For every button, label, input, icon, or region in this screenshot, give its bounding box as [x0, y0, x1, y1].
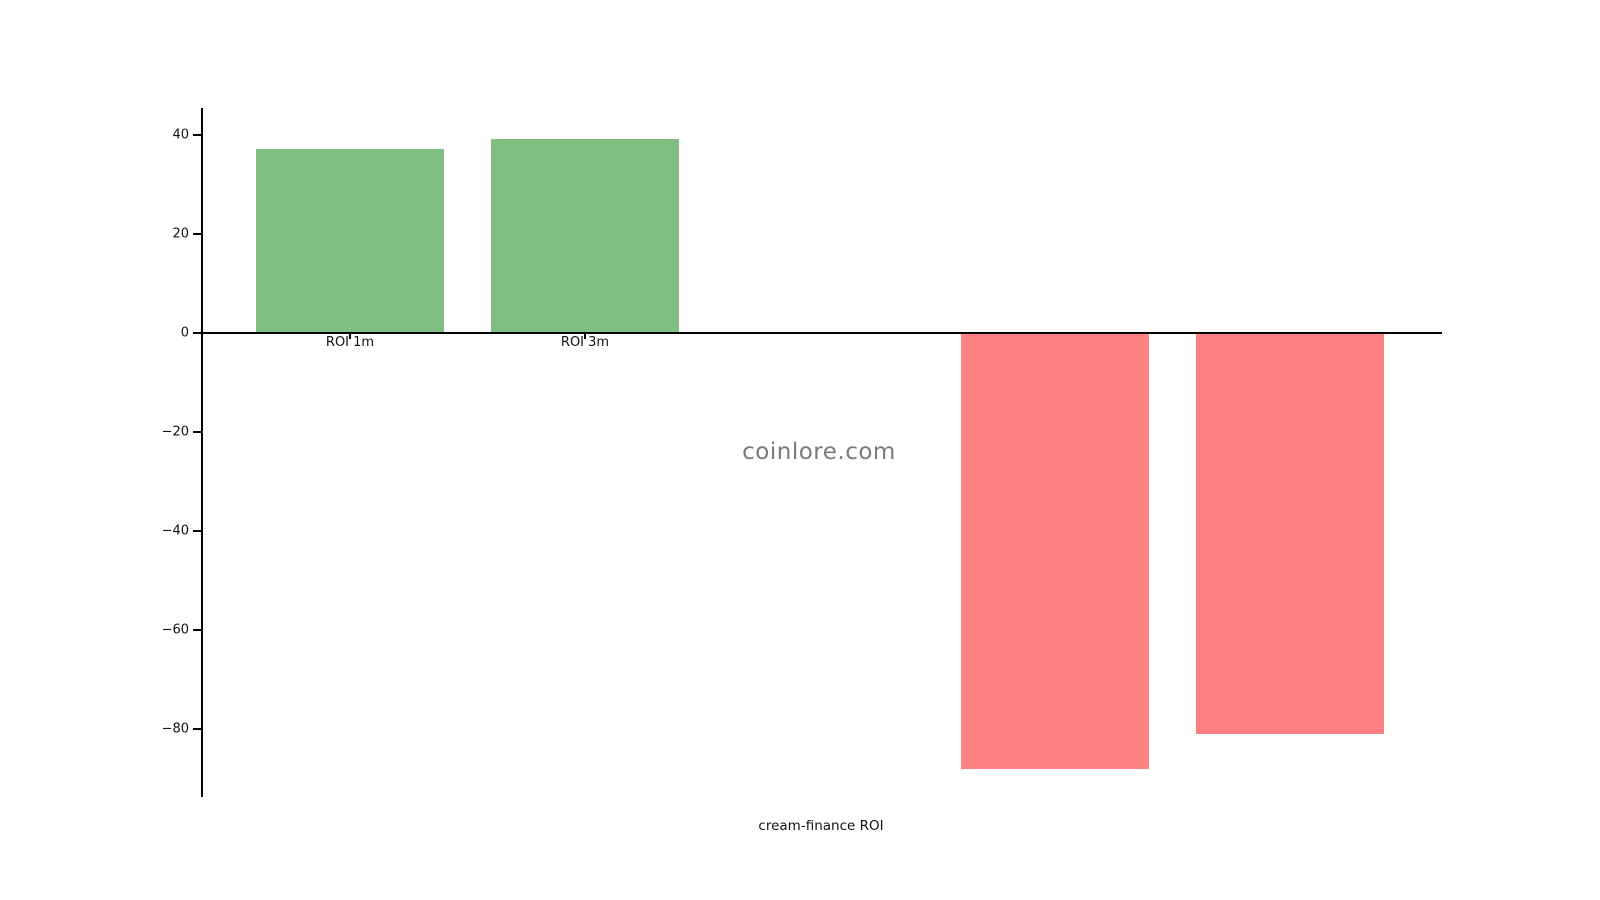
y-tick-mark — [193, 629, 201, 631]
negative-roi-bar — [961, 333, 1149, 770]
y-tick-label: 40 — [172, 127, 189, 143]
x-tick-label: ROI 3m — [560, 335, 610, 350]
negative-roi-bar — [1196, 333, 1384, 734]
y-tick-mark — [193, 134, 201, 136]
y-tick-mark — [193, 332, 201, 334]
y-tick-label: 20 — [172, 226, 189, 242]
y-tick-mark — [193, 233, 201, 235]
y-axis-spine — [201, 108, 203, 797]
x-tick-mark — [349, 333, 351, 339]
y-tick-mark — [193, 728, 201, 730]
y-tick-label: −80 — [161, 721, 189, 737]
y-tick-label: −60 — [161, 622, 189, 638]
watermark: coinlore.com — [742, 439, 896, 465]
y-tick-mark — [193, 530, 201, 532]
y-tick-label: −20 — [161, 424, 189, 440]
chart-title: cream-finance ROI — [758, 818, 884, 834]
y-tick-label: −40 — [161, 523, 189, 539]
positive-roi-bar — [256, 148, 444, 333]
x-tick-mark — [584, 333, 586, 339]
x-axis-line — [201, 332, 1442, 334]
positive-roi-bar — [491, 138, 679, 333]
x-tick-label: ROI 1m — [325, 335, 375, 350]
y-tick-label: 0 — [180, 325, 189, 341]
y-tick-mark — [193, 431, 201, 433]
